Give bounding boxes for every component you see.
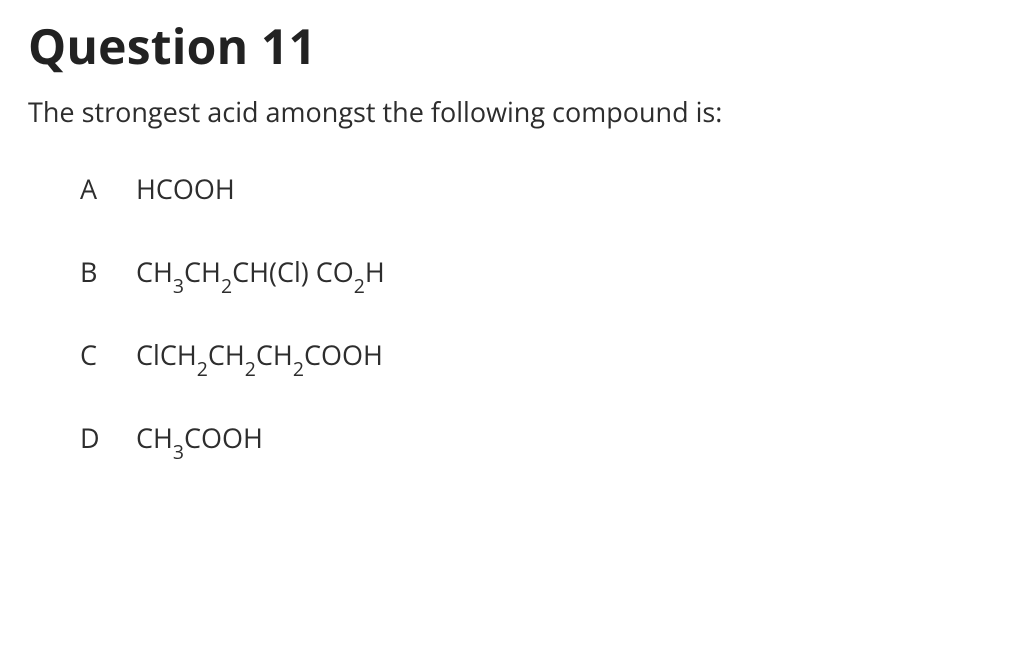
question-block: Question 11 The strongest acid amongst t…	[0, 0, 1024, 522]
options-list: A HCOOH B CH3CH2CH(Cl) CO2H C ClCH2CH2CH…	[28, 170, 1004, 456]
option-row[interactable]: B CH3CH2CH(Cl) CO2H	[80, 253, 1004, 290]
option-letter: B	[80, 253, 136, 290]
option-letter: A	[80, 170, 136, 207]
option-formula: HCOOH	[136, 170, 235, 207]
option-formula: CH3CH2CH(Cl) CO2H	[136, 253, 385, 290]
option-letter: D	[80, 419, 136, 456]
option-row[interactable]: C ClCH2CH2CH2COOH	[80, 336, 1004, 373]
question-prompt: The strongest acid amongst the following…	[28, 93, 1004, 130]
question-title: Question 11	[28, 14, 1004, 79]
option-row[interactable]: D CH3COOH	[80, 419, 1004, 456]
option-row[interactable]: A HCOOH	[80, 170, 1004, 207]
option-formula: CH3COOH	[136, 419, 263, 456]
option-formula: ClCH2CH2CH2COOH	[136, 336, 383, 373]
option-letter: C	[80, 336, 136, 373]
